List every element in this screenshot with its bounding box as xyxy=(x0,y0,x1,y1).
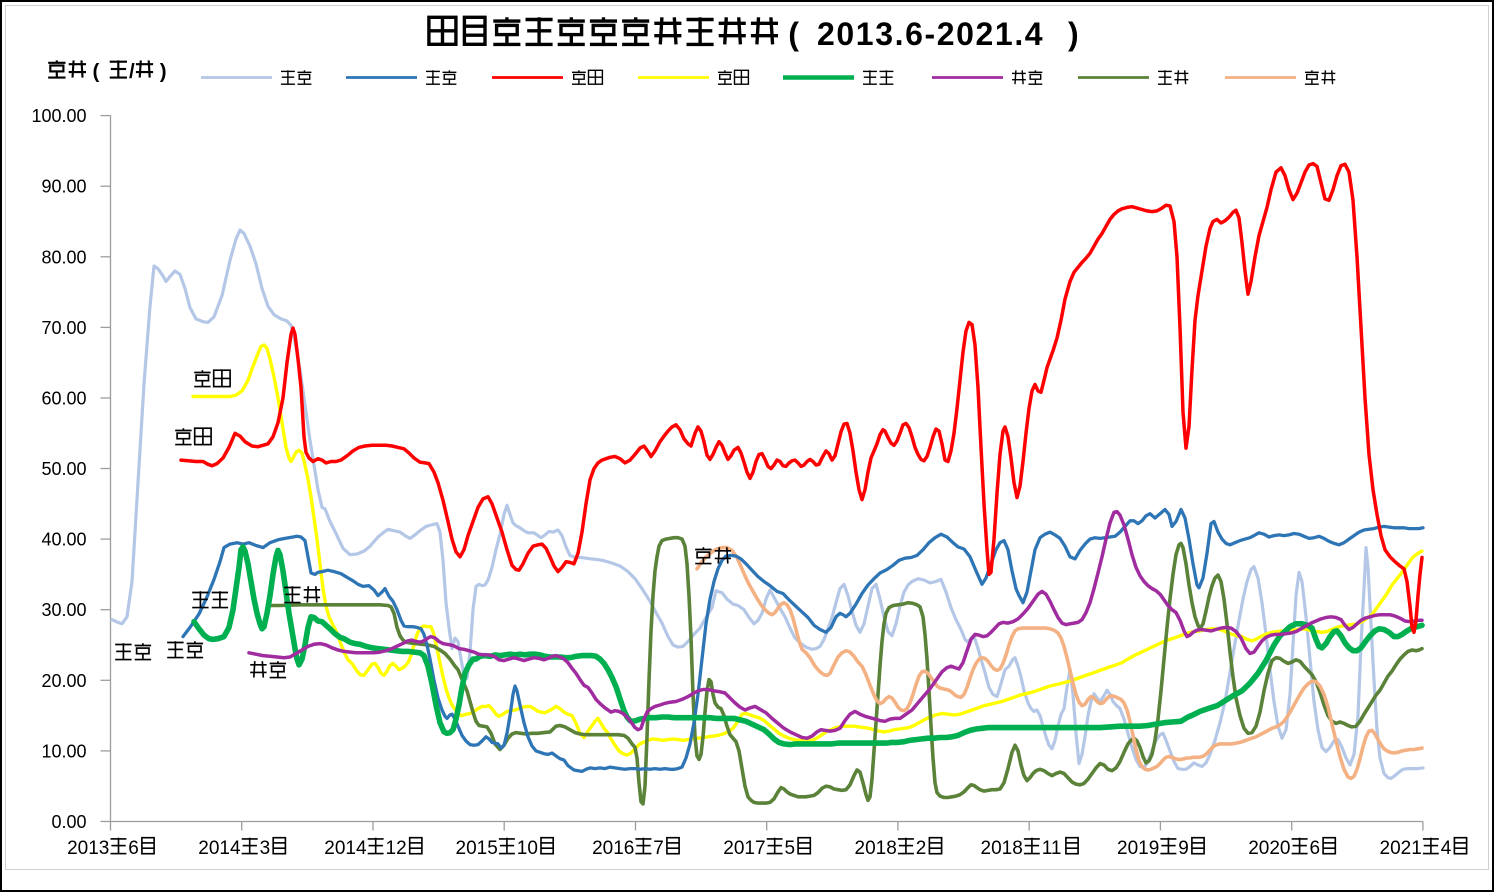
svg-text:0.00: 0.00 xyxy=(51,812,86,832)
svg-text:2014: 2014 xyxy=(324,838,367,859)
svg-text:6: 6 xyxy=(128,838,139,859)
svg-text:50.00: 50.00 xyxy=(41,459,86,479)
svg-text:2013: 2013 xyxy=(67,838,109,859)
svg-text:2015: 2015 xyxy=(456,838,498,859)
svg-text:11: 11 xyxy=(1042,838,1062,859)
svg-text:2: 2 xyxy=(916,838,927,859)
svg-text:60.00: 60.00 xyxy=(41,389,86,409)
svg-text:5: 5 xyxy=(785,838,796,859)
svg-text:70.00: 70.00 xyxy=(41,318,86,338)
svg-text:10.00: 10.00 xyxy=(41,741,86,761)
svg-text:2016: 2016 xyxy=(592,838,634,859)
svg-text:/: / xyxy=(129,60,135,83)
svg-text:20.00: 20.00 xyxy=(41,671,86,691)
svg-text:(: ( xyxy=(788,16,799,52)
svg-text:2014: 2014 xyxy=(198,838,241,859)
svg-text:4: 4 xyxy=(1441,838,1452,859)
svg-text:): ) xyxy=(160,60,167,83)
svg-text:2019: 2019 xyxy=(1117,838,1159,859)
svg-text:90.00: 90.00 xyxy=(41,177,86,197)
svg-text:(: ( xyxy=(93,60,100,83)
svg-text:30.00: 30.00 xyxy=(41,600,86,620)
svg-text:7: 7 xyxy=(653,838,664,859)
svg-text:9: 9 xyxy=(1178,838,1189,859)
svg-text:2018: 2018 xyxy=(981,838,1023,859)
svg-text:12: 12 xyxy=(386,838,407,859)
svg-text:): ) xyxy=(1068,16,1079,52)
svg-text:40.00: 40.00 xyxy=(41,530,86,550)
svg-text:2020: 2020 xyxy=(1248,838,1290,859)
svg-text:2017: 2017 xyxy=(723,838,765,859)
svg-text:2018: 2018 xyxy=(855,838,897,859)
svg-text:2021: 2021 xyxy=(1380,838,1422,859)
svg-text:3: 3 xyxy=(260,838,271,859)
svg-text:80.00: 80.00 xyxy=(41,247,86,267)
svg-text:6: 6 xyxy=(1310,838,1321,859)
svg-text:100.00: 100.00 xyxy=(31,106,86,126)
svg-text:2013.6-2021.4: 2013.6-2021.4 xyxy=(817,16,1044,52)
svg-text:10: 10 xyxy=(517,838,538,859)
